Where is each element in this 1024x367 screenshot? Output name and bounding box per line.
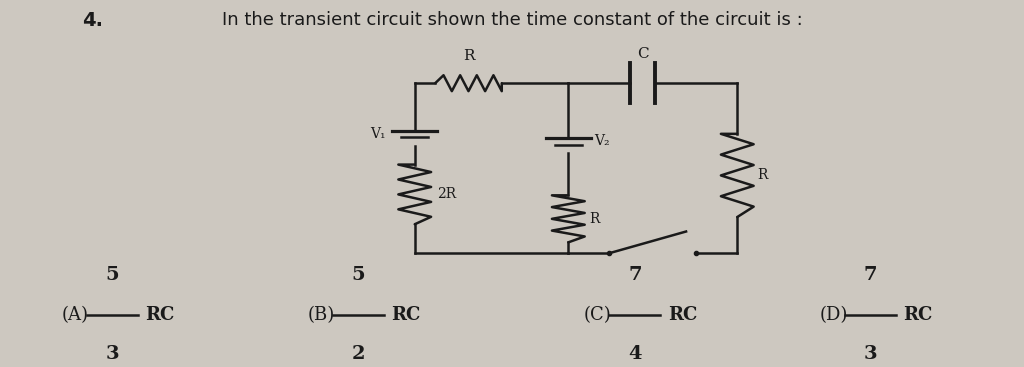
Text: R: R: [758, 168, 768, 182]
Text: C: C: [637, 47, 648, 62]
Text: 3: 3: [863, 345, 878, 363]
Text: R: R: [463, 49, 474, 63]
Text: 7: 7: [628, 266, 642, 284]
Text: (A): (A): [61, 306, 88, 324]
Text: RC: RC: [391, 306, 421, 324]
Text: 5: 5: [105, 266, 120, 284]
Text: 3: 3: [105, 345, 120, 363]
Text: RC: RC: [668, 306, 697, 324]
Text: (B): (B): [307, 306, 335, 324]
Text: R: R: [589, 212, 599, 226]
Text: (D): (D): [819, 306, 848, 324]
Text: 2R: 2R: [437, 188, 457, 201]
Text: V₁: V₁: [371, 127, 386, 141]
Text: V₂: V₂: [594, 134, 609, 148]
Text: 5: 5: [351, 266, 366, 284]
Text: 2: 2: [351, 345, 366, 363]
Text: 4.: 4.: [82, 11, 103, 30]
Text: RC: RC: [903, 306, 933, 324]
Text: In the transient circuit shown the time constant of the circuit is :: In the transient circuit shown the time …: [221, 11, 803, 29]
Text: RC: RC: [145, 306, 175, 324]
Text: 7: 7: [863, 266, 878, 284]
Text: (C): (C): [584, 306, 611, 324]
Text: 4: 4: [628, 345, 642, 363]
